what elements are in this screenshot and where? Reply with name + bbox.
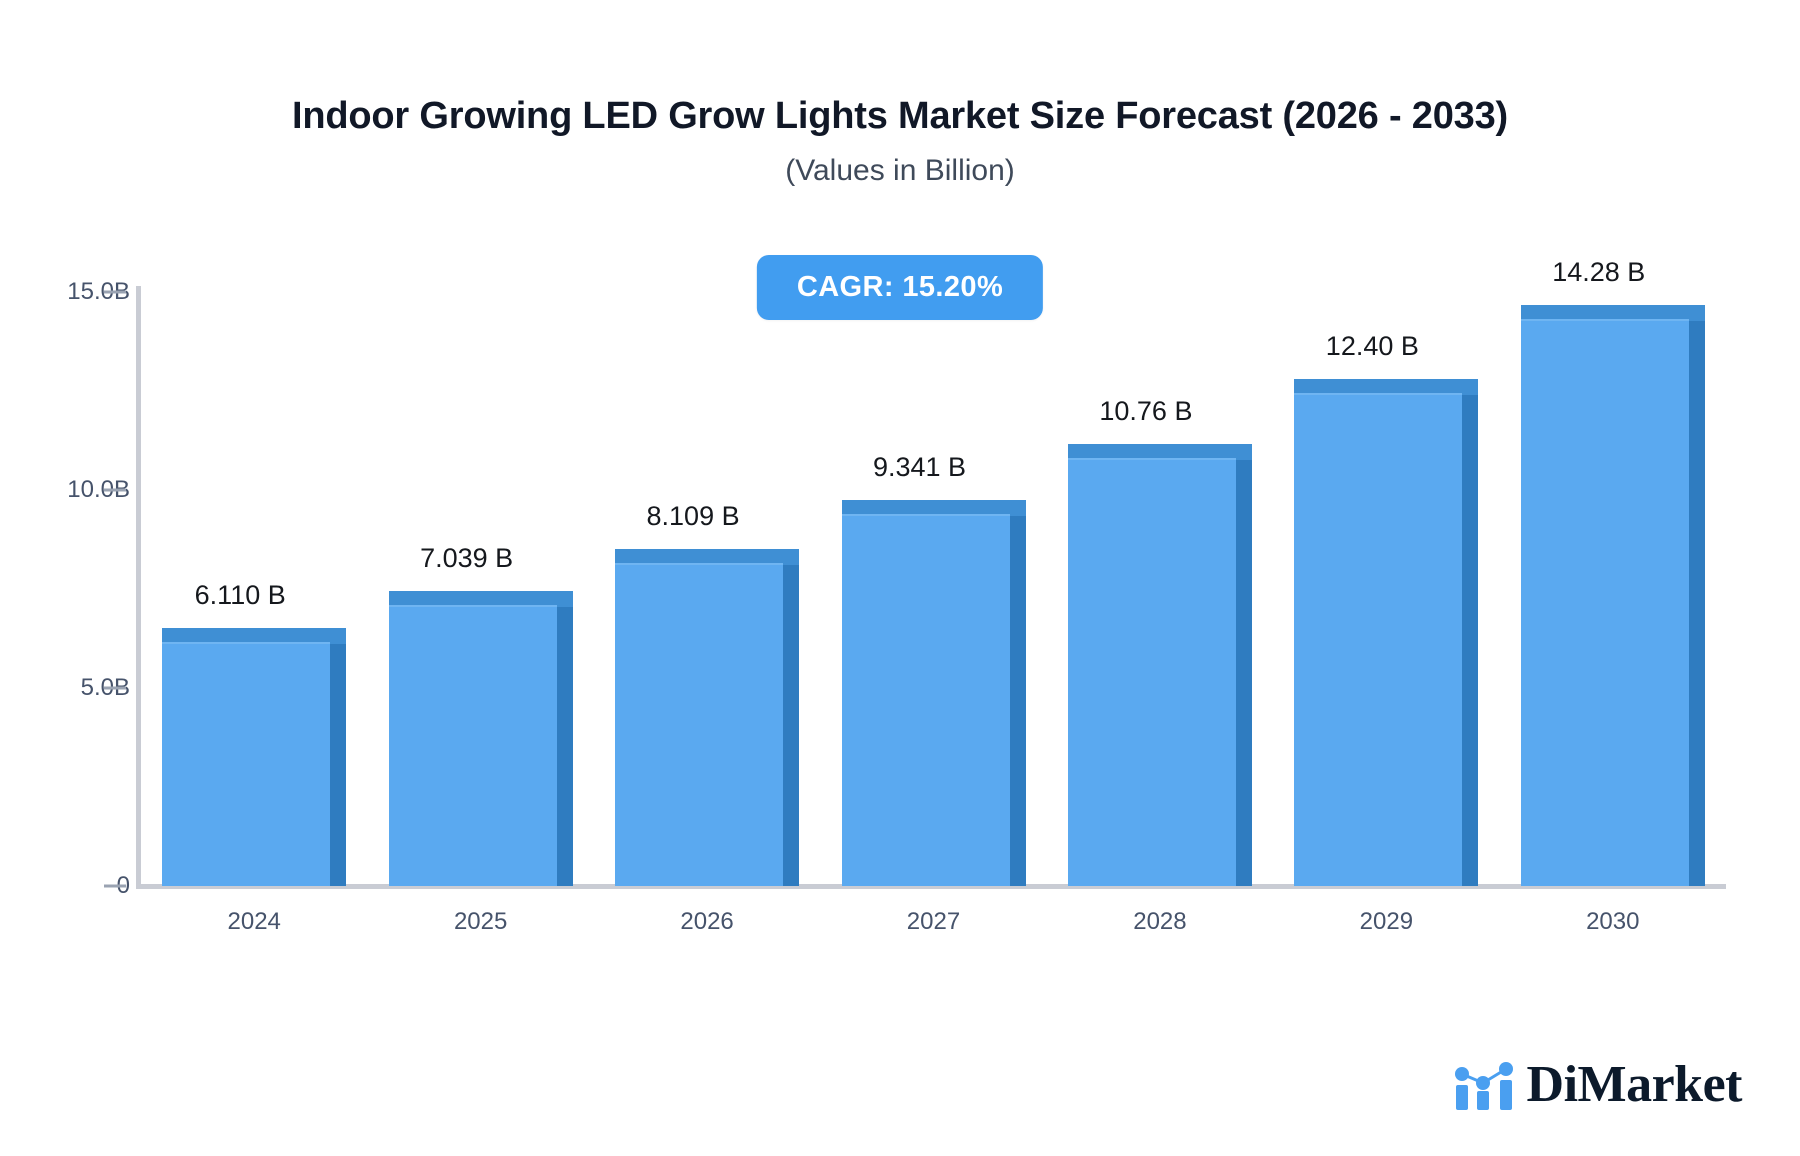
- y-axis-tick-mark: [104, 290, 126, 294]
- x-axis-line: [136, 884, 1726, 889]
- bar: [1520, 304, 1705, 886]
- x-axis-tick-label: 2027: [906, 908, 961, 935]
- bar-side-face: [330, 644, 347, 886]
- bar-value-label: 14.28 B: [1552, 256, 1646, 287]
- bar-front-face: [162, 642, 331, 886]
- x-axis-tick-label: 2028: [1133, 908, 1187, 935]
- bar: [615, 548, 800, 886]
- bar: [841, 500, 1026, 886]
- bar-front-face: [841, 514, 1010, 886]
- bar-value-label: 9.341 B: [872, 452, 967, 483]
- x-axis-tick-label: 2026: [680, 908, 734, 935]
- y-axis-tick-mark: [104, 686, 126, 690]
- bar-top-face: [615, 548, 800, 565]
- bar-side-face: [556, 607, 573, 886]
- bar-top-face: [841, 500, 1026, 517]
- bar-top-face: [1067, 443, 1252, 460]
- bar-value-label: 7.039 B: [420, 543, 514, 574]
- bar-value-label: 8.109 B: [646, 500, 740, 531]
- bar: [162, 628, 347, 886]
- x-axis-tick-label: 2025: [453, 908, 508, 935]
- bar-side-face: [1688, 320, 1705, 886]
- brand-logo: DiMarket: [1453, 1056, 1743, 1113]
- bar-front-face: [388, 605, 557, 886]
- bar-value-label: 12.40 B: [1325, 330, 1419, 361]
- bar-front-face: [1294, 392, 1463, 886]
- bar: [1294, 378, 1479, 886]
- y-axis-tick-mark: [104, 488, 126, 492]
- bar-value-label: 10.76 B: [1099, 395, 1193, 426]
- bar-side-face: [1462, 394, 1479, 886]
- bar-top-face: [1294, 378, 1479, 395]
- bar-top-face: [388, 591, 573, 608]
- bar-chart-logo-icon: [1454, 1062, 1513, 1110]
- bar-top-face: [162, 628, 347, 645]
- x-axis-tick-label: 2030: [1586, 908, 1640, 935]
- y-axis-tick-mark: [104, 884, 126, 888]
- bar-side-face: [1009, 516, 1026, 886]
- bar: [388, 591, 573, 886]
- x-axis-tick-label: 2029: [1359, 908, 1414, 935]
- y-axis-line: [136, 286, 141, 888]
- bar-top-face: [1520, 304, 1705, 321]
- cagr-badge: CAGR: 15.20%: [756, 255, 1044, 320]
- bar-front-face: [615, 562, 784, 886]
- bar: [1067, 443, 1252, 886]
- page-title: Indoor Growing LED Grow Lights Market Si…: [292, 95, 1508, 137]
- brand-name: DiMarket: [1526, 1056, 1743, 1113]
- bar-side-face: [783, 564, 800, 886]
- bar-front-face: [1520, 318, 1689, 886]
- bar-front-face: [1067, 457, 1236, 886]
- title-block: Indoor Growing LED Grow Lights Market Si…: [0, 95, 1800, 187]
- bar-side-face: [1235, 459, 1252, 886]
- bar-value-label: 6.110 B: [194, 580, 286, 611]
- chart-subtitle: (Values in Billion): [785, 153, 1015, 187]
- x-axis-tick-label: 2024: [227, 908, 281, 935]
